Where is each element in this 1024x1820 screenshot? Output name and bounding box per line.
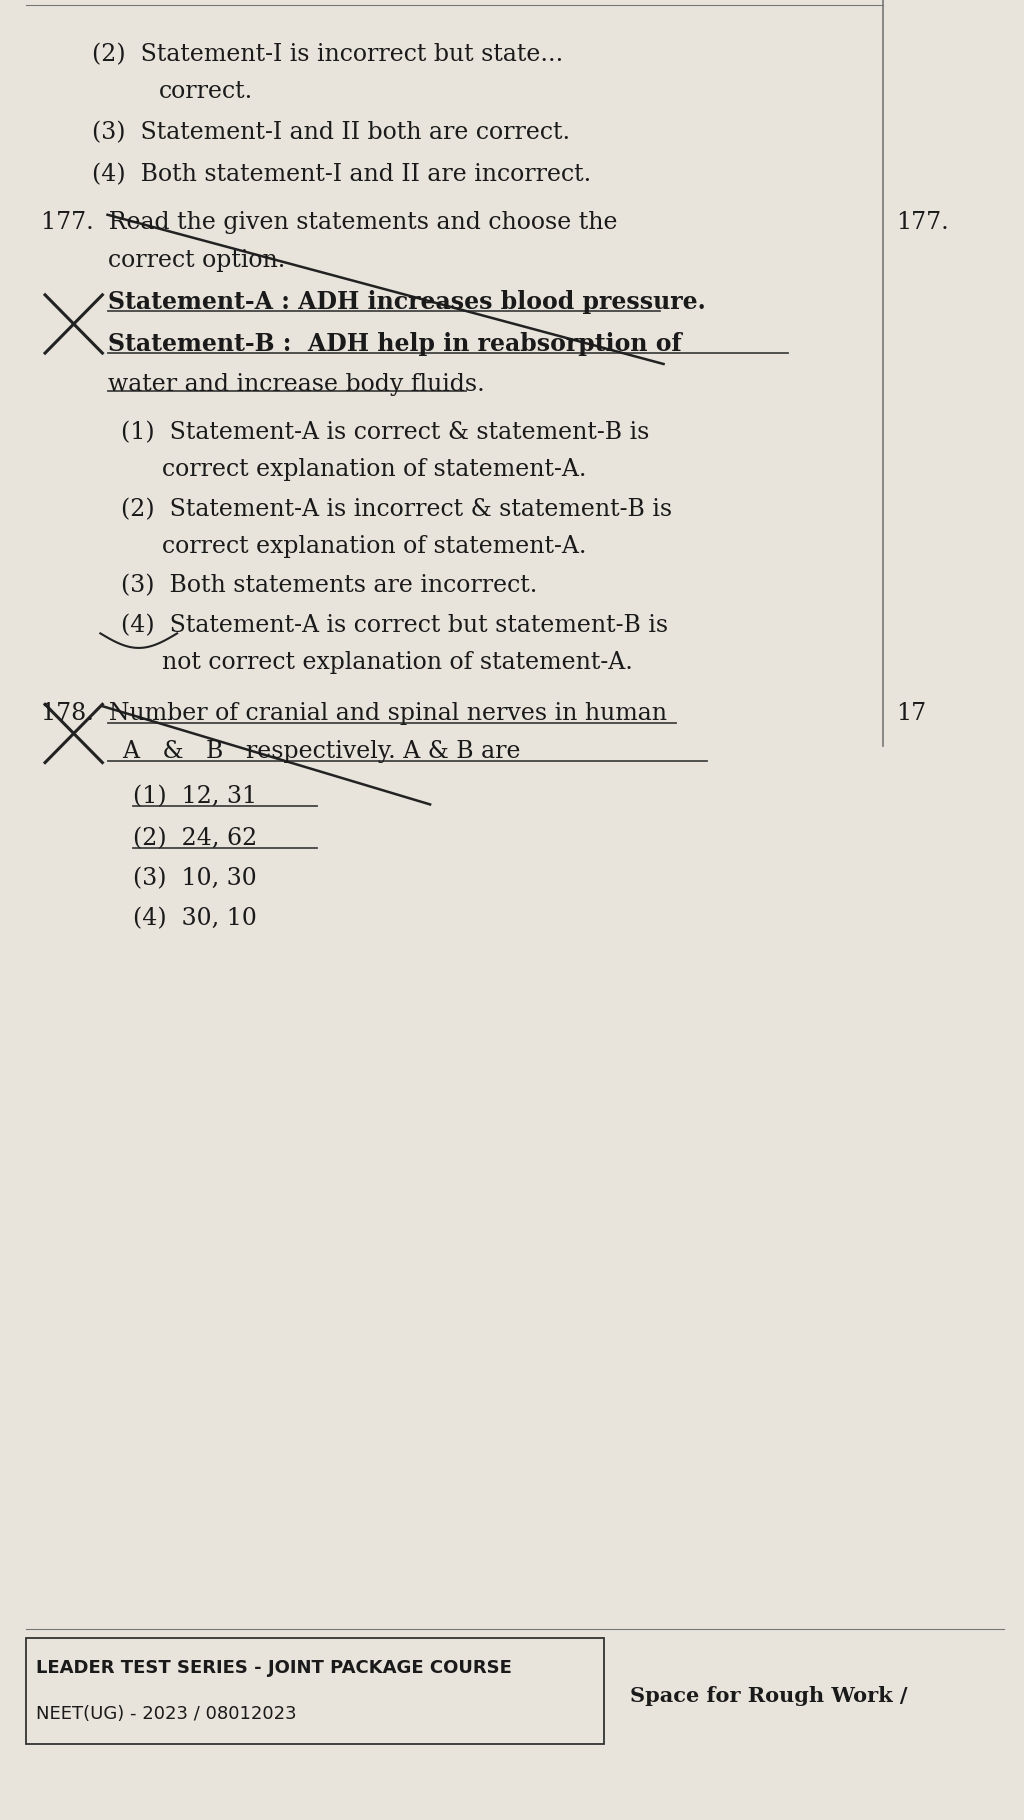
Text: (4)  30, 10: (4) 30, 10 — [133, 908, 257, 930]
Text: (3)  Statement-I and II both are correct.: (3) Statement-I and II both are correct. — [92, 122, 570, 144]
Text: correct explanation of statement-A.: correct explanation of statement-A. — [162, 459, 587, 480]
Text: correct explanation of statement-A.: correct explanation of statement-A. — [162, 535, 587, 557]
Text: 178.  Number of cranial and spinal nerves in human: 178. Number of cranial and spinal nerves… — [41, 703, 667, 724]
Text: A   &   B   respectively. A & B are: A & B respectively. A & B are — [108, 741, 520, 763]
Text: (3)  Both statements are incorrect.: (3) Both statements are incorrect. — [121, 575, 538, 597]
Text: LEADER TEST SERIES - JOINT PACKAGE COURSE: LEADER TEST SERIES - JOINT PACKAGE COURS… — [36, 1658, 512, 1676]
Text: correct option.: correct option. — [108, 249, 285, 271]
Text: 17: 17 — [896, 703, 926, 724]
Text: (4)  Statement-A is correct but statement-B is: (4) Statement-A is correct but statement… — [121, 615, 668, 637]
Text: 177.  Read the given statements and choose the: 177. Read the given statements and choos… — [41, 211, 617, 233]
Text: 177.: 177. — [896, 211, 949, 233]
Text: Space for Rough Work /: Space for Rough Work / — [630, 1685, 907, 1705]
Bar — [26, 1638, 604, 1744]
Text: not correct explanation of statement-A.: not correct explanation of statement-A. — [162, 652, 633, 673]
Text: Statement-A : ADH increases blood pressure.: Statement-A : ADH increases blood pressu… — [108, 289, 706, 315]
Text: (2)  24, 62: (2) 24, 62 — [133, 828, 257, 850]
Text: (2)  Statement-A is incorrect & statement-B is: (2) Statement-A is incorrect & statement… — [121, 499, 672, 521]
Text: (3)  10, 30: (3) 10, 30 — [133, 868, 257, 890]
Text: water and increase body fluids.: water and increase body fluids. — [108, 373, 484, 395]
Text: (1)  12, 31: (1) 12, 31 — [133, 786, 257, 808]
Text: correct.: correct. — [159, 80, 253, 102]
Text: NEET(UG) - 2023 / 08012023: NEET(UG) - 2023 / 08012023 — [36, 1705, 297, 1724]
Text: (4)  Both statement-I and II are incorrect.: (4) Both statement-I and II are incorrec… — [92, 164, 592, 186]
Text: (2)  Statement-I is incorrect but state...: (2) Statement-I is incorrect but state..… — [92, 44, 563, 66]
Text: Statement-B :  ADH help in reabsorption of: Statement-B : ADH help in reabsorption o… — [108, 331, 681, 357]
Text: (1)  Statement-A is correct & statement-B is: (1) Statement-A is correct & statement-B… — [121, 422, 649, 444]
